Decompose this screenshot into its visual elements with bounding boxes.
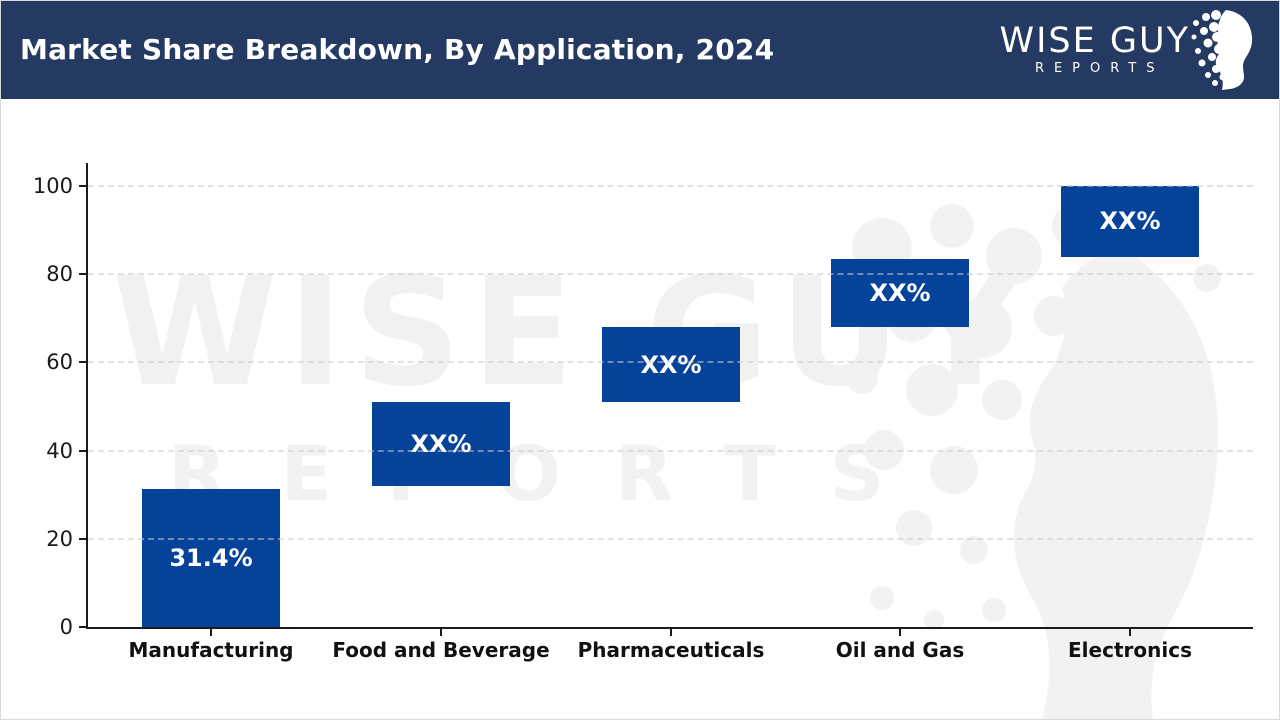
page-title: Market Share Breakdown, By Application, … [20, 33, 775, 66]
bar-value-label: XX% [640, 350, 702, 379]
head-profile-dots-icon [1191, 9, 1253, 90]
x-category-label: Food and Beverage [332, 638, 550, 662]
bar-value-label: 31.4% [169, 543, 253, 572]
waterfall-bar: 31.4% [142, 488, 280, 627]
y-tick-label: 20 [46, 526, 73, 551]
y-tick-label: 80 [46, 262, 73, 287]
y-axis-spine [86, 163, 88, 629]
y-gridline [88, 185, 1253, 187]
brand-logo: WISE GUY REPORTS [999, 9, 1254, 91]
waterfall-bar: XX% [1061, 186, 1199, 257]
x-tick-mark [670, 629, 672, 636]
brand-logo-text: WISE GUY REPORTS [999, 23, 1190, 76]
y-gridline [88, 273, 1253, 276]
x-category-label: Pharmaceuticals [577, 638, 765, 662]
y-tick-mark [79, 185, 88, 187]
y-tick-label: 0 [59, 615, 73, 639]
y-tick-label: 60 [46, 350, 73, 375]
bar-value-label: XX% [1099, 207, 1161, 236]
y-tick-label: 40 [46, 438, 73, 463]
x-tick-mark [440, 629, 442, 636]
y-gridline [88, 537, 1253, 540]
y-tick-mark [79, 537, 88, 540]
bar-value-label: XX% [410, 429, 472, 458]
x-tick-mark [1129, 629, 1131, 636]
waterfall-bar: XX% [831, 258, 969, 328]
watermark-reports-text: REPORTS [168, 429, 939, 518]
waterfall-bar: XX% [602, 327, 740, 403]
brand-logo-line1: WISE GUY [999, 21, 1190, 61]
y-tick-mark [79, 361, 88, 364]
y-gridline [88, 361, 1253, 364]
y-gridline [88, 449, 1253, 452]
brand-logo-line2: REPORTS [1034, 61, 1165, 76]
y-tick-label: 100 [32, 174, 73, 198]
bar-value-label: XX% [869, 278, 931, 307]
x-category-label: Electronics [1068, 638, 1192, 662]
y-tick-mark [79, 273, 88, 276]
x-tick-mark [899, 629, 901, 636]
y-tick-mark [79, 626, 88, 628]
waterfall-bar: XX% [372, 402, 510, 486]
header: Market Share Breakdown, By Application, … [0, 0, 1280, 99]
x-category-label: Oil and Gas [835, 638, 965, 662]
x-category-label: Manufacturing [128, 638, 294, 662]
x-axis-spine [86, 627, 1253, 629]
y-tick-mark [79, 449, 88, 452]
x-tick-mark [210, 629, 212, 636]
